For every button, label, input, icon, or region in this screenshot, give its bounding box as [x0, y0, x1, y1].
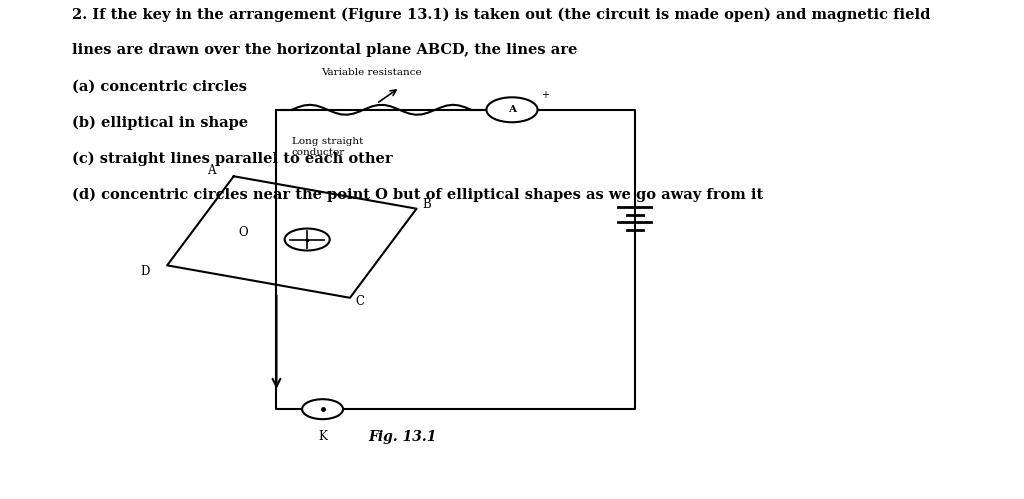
Circle shape: [285, 229, 330, 250]
Text: O: O: [238, 226, 248, 239]
Text: K: K: [318, 430, 327, 443]
Text: (b) elliptical in shape: (b) elliptical in shape: [72, 115, 248, 130]
Text: Fig. 13.1: Fig. 13.1: [369, 430, 437, 444]
Circle shape: [302, 399, 343, 419]
Text: (a) concentric circles: (a) concentric circles: [72, 79, 247, 93]
Text: lines are drawn over the horizontal plane ABCD, the lines are: lines are drawn over the horizontal plan…: [72, 43, 578, 57]
Text: A: A: [207, 164, 215, 177]
Text: B: B: [422, 198, 431, 211]
Text: A: A: [508, 105, 516, 114]
Text: +: +: [541, 90, 549, 100]
Text: (d) concentric circles near the point O but of elliptical shapes as we go away f: (d) concentric circles near the point O …: [72, 187, 763, 202]
Text: Long straight
conductor: Long straight conductor: [292, 137, 364, 157]
Text: (c) straight lines parallel to each other: (c) straight lines parallel to each othe…: [72, 151, 392, 166]
Text: D: D: [140, 265, 150, 278]
Text: C: C: [355, 295, 365, 308]
Text: 2. If the key in the arrangement (Figure 13.1) is taken out (the circuit is made: 2. If the key in the arrangement (Figure…: [72, 7, 930, 22]
Circle shape: [486, 97, 538, 122]
Text: Variable resistance: Variable resistance: [321, 68, 422, 77]
